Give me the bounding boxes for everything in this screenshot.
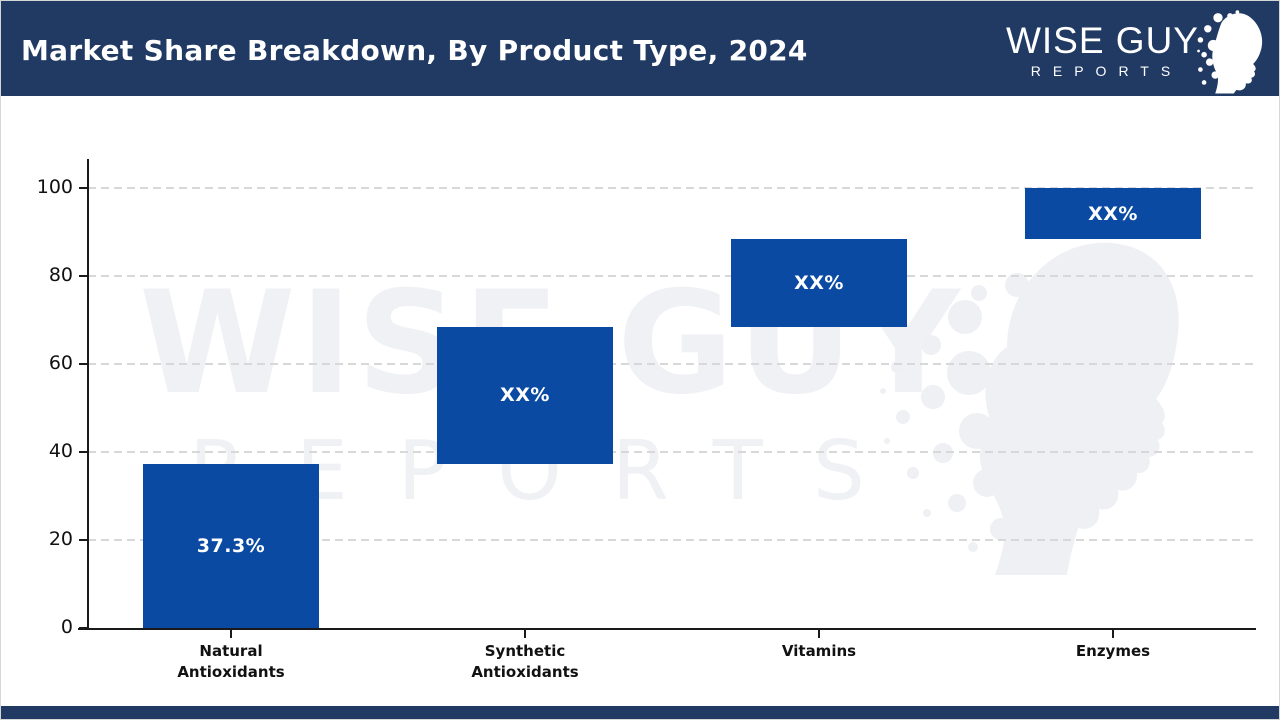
bar-enzymes: XX% <box>1025 188 1201 240</box>
logo-reports-text: REPORTS <box>1030 63 1183 79</box>
y-tick-label-60: 60 <box>48 352 73 374</box>
x-category-label-enzymes: Enzymes <box>1075 642 1151 660</box>
y-tick-80 <box>79 275 88 277</box>
logo-wordmark: WISE GUY REPORTS <box>1006 22 1199 79</box>
bar-value-label: XX% <box>794 272 844 295</box>
y-tick-100 <box>79 187 88 189</box>
gridline-20 <box>88 539 1254 541</box>
y-tick-60 <box>79 363 88 365</box>
y-tick-0 <box>79 627 88 629</box>
y-tick-40 <box>79 451 88 453</box>
gridline-60 <box>88 363 1254 365</box>
y-tick-label-100: 100 <box>36 176 73 198</box>
bar-synthetic-antioxidants: XX% <box>437 326 613 464</box>
footer-bar <box>1 706 1279 719</box>
wiseguy-logo: WISE GUY REPORTS <box>1006 8 1267 94</box>
watermark-head-icon <box>880 242 1179 575</box>
y-tick-20 <box>79 539 88 541</box>
gridline-80 <box>88 275 1254 277</box>
logo-head-icon <box>1197 10 1263 94</box>
y-tick-label-80: 80 <box>48 264 73 286</box>
y-tick-label-0: 0 <box>60 616 73 638</box>
y-tick-label-40: 40 <box>48 440 73 462</box>
x-category-label-vitamins: Vitamins <box>781 642 857 660</box>
logo-wiseguy-text: WISE GUY <box>1005 20 1199 61</box>
x-category-label-natural-antioxidants: Natural Antioxidants <box>177 642 285 681</box>
x-tick-vitamins <box>818 630 820 638</box>
bar-value-label: XX% <box>1088 202 1138 225</box>
x-axis <box>78 628 1256 630</box>
bar-natural-antioxidants: 37.3% <box>143 463 319 628</box>
bar-value-label: 37.3% <box>196 534 266 557</box>
bar-value-label: XX% <box>500 384 550 407</box>
gridline-100 <box>88 187 1254 189</box>
x-tick-synthetic-antioxidants <box>524 630 526 638</box>
x-tick-enzymes <box>1112 630 1114 638</box>
header-bar: Market Share Breakdown, By Product Type,… <box>1 1 1279 96</box>
y-axis <box>87 159 89 630</box>
gridline-40 <box>88 451 1254 453</box>
page-title: Market Share Breakdown, By Product Type,… <box>21 34 808 67</box>
x-category-label-synthetic-antioxidants: Synthetic Antioxidants <box>471 642 579 681</box>
x-tick-natural-antioxidants <box>230 630 232 638</box>
y-tick-label-20: 20 <box>48 528 73 550</box>
bar-vitamins: XX% <box>731 239 907 327</box>
